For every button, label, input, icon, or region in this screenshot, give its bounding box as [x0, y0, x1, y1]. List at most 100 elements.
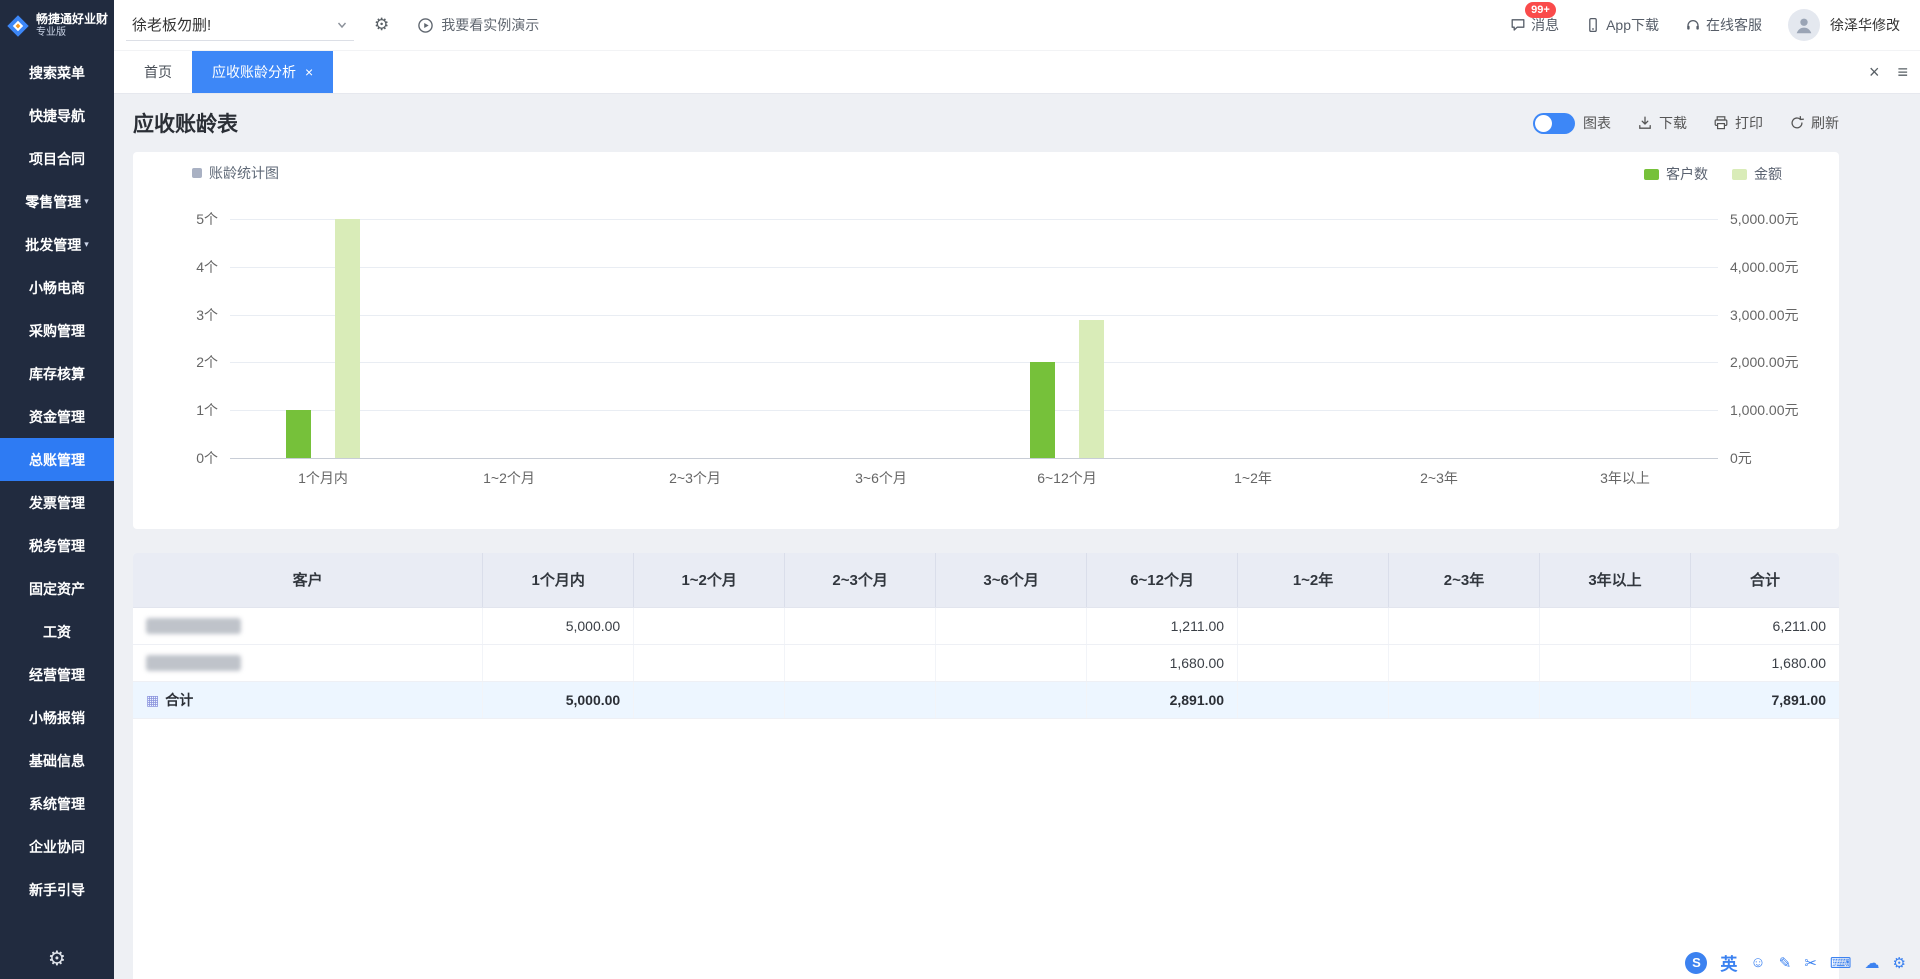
- support-label: 在线客服: [1706, 17, 1762, 33]
- ime-toolbox-icon[interactable]: ⚙: [1892, 954, 1906, 972]
- y-axis-tick-left: 0个: [196, 450, 218, 466]
- ime-pen-icon[interactable]: ✎: [1778, 954, 1792, 972]
- sidebar-item-5[interactable]: 小畅电商: [0, 266, 114, 309]
- close-page-icon[interactable]: ×: [1868, 61, 1880, 82]
- total-cell: [633, 681, 786, 719]
- ime-logo-icon[interactable]: S: [1685, 951, 1708, 974]
- sidebar-settings-gear-icon[interactable]: ⚙: [48, 948, 66, 970]
- chart-slot-1: [416, 219, 602, 458]
- sidebar-item-label: 资金管理: [29, 408, 85, 425]
- sidebar-item-10[interactable]: 发票管理: [0, 481, 114, 524]
- sidebar-item-label: 搜索菜单: [29, 64, 85, 81]
- table-cell: 1,211.00: [1086, 607, 1239, 645]
- messages-button[interactable]: 消息 99+: [1510, 2, 1560, 35]
- ime-cloud-icon[interactable]: ☁: [1864, 954, 1880, 972]
- x-axis-label: 2~3个月: [669, 470, 721, 486]
- topbar: 徐老板勿删! ⚙ 我要看实例演示 消息 99+ App下载: [114, 0, 1920, 51]
- bar-series0-cat4: [1030, 362, 1055, 458]
- table-header-cell: 合计: [1690, 553, 1839, 608]
- sidebar-item-label: 新手引导: [29, 881, 85, 898]
- sidebar-item-1[interactable]: 快捷导航: [0, 94, 114, 137]
- y-axis-tick-right: 5,000.00元: [1730, 211, 1799, 227]
- sidebar-item-12[interactable]: 固定资产: [0, 567, 114, 610]
- sidebar-item-3[interactable]: 零售管理 ▾: [0, 180, 114, 223]
- table-cell: [1237, 607, 1390, 645]
- table-total-row: ▦ 合计 5,000.00 2,891.00 7,891.00: [133, 681, 1839, 719]
- chart-view-toggle[interactable]: [1533, 112, 1575, 134]
- total-label: 合计: [165, 691, 194, 708]
- chart-slot-6: [1346, 219, 1532, 458]
- sidebar-item-17[interactable]: 系统管理: [0, 782, 114, 825]
- username[interactable]: 徐泽华修改: [1830, 17, 1900, 33]
- chart-slot-3: [788, 219, 974, 458]
- sidebar-item-8[interactable]: 资金管理: [0, 395, 114, 438]
- x-axis-label: 3~6个月: [855, 470, 907, 486]
- sidebar-item-4[interactable]: 批发管理 ▾: [0, 223, 114, 266]
- sidebar-item-label: 快捷导航: [29, 107, 85, 124]
- y-axis-tick-left: 3个: [196, 306, 218, 323]
- sidebar-item-label: 小畅报销: [29, 709, 85, 726]
- sidebar-item-11[interactable]: 税务管理: [0, 524, 114, 567]
- sidebar-item-14[interactable]: 经营管理: [0, 653, 114, 696]
- sidebar-item-label: 批发管理: [25, 236, 82, 253]
- sidebar-item-16[interactable]: 基础信息: [0, 739, 114, 782]
- brand-edition: 专业版: [36, 26, 66, 38]
- sidebar-item-13[interactable]: 工资: [0, 610, 114, 653]
- chart-title-marker-icon: [192, 168, 202, 178]
- sidebar-item-9[interactable]: 总账管理: [0, 438, 114, 481]
- legend-item-1[interactable]: 金额: [1732, 164, 1782, 184]
- ime-emoji-icon[interactable]: ☺: [1750, 954, 1766, 971]
- tab-close-icon[interactable]: ×: [305, 64, 314, 80]
- sidebar-item-7[interactable]: 库存核算: [0, 352, 114, 395]
- refresh-icon: [1791, 115, 1804, 129]
- print-button[interactable]: 打印: [1713, 113, 1763, 133]
- page-title: 应收账龄表: [133, 113, 238, 136]
- table-header-cell: 客户: [133, 553, 484, 608]
- chart-legend: 客户数 金额: [1644, 164, 1782, 184]
- input-method-bar[interactable]: S 英 ☺ ✎ ✂ ⌨ ☁ ⚙: [1685, 950, 1906, 975]
- sidebar-item-15[interactable]: 小畅报销: [0, 696, 114, 739]
- sidebar-item-19[interactable]: 新手引导: [0, 868, 114, 911]
- download-icon: [1639, 116, 1651, 129]
- sidebar-item-18[interactable]: 企业协同: [0, 825, 114, 868]
- title-row: 应收账龄表 图表 下载 打印: [114, 94, 1920, 152]
- ime-keyboard-icon[interactable]: ⌨: [1829, 954, 1852, 972]
- sidebar-item-2[interactable]: 项目合同: [0, 137, 114, 180]
- sidebar-item-0[interactable]: 搜索菜单: [0, 51, 114, 94]
- total-cell: 5,000.00: [482, 681, 635, 719]
- refresh-label: 刷新: [1811, 115, 1839, 131]
- tab-aging-analysis[interactable]: 应收账龄分析 ×: [192, 51, 334, 93]
- download-button[interactable]: 下载: [1637, 113, 1687, 133]
- chart-slot-7: [1532, 219, 1718, 458]
- sidebar-item-label: 小畅电商: [29, 279, 85, 296]
- sidebar-item-label: 总账管理: [29, 451, 85, 468]
- settings-gear-icon[interactable]: ⚙: [374, 15, 390, 34]
- demo-link[interactable]: 我要看实例演示: [417, 15, 539, 35]
- total-cell: [1539, 681, 1691, 719]
- table-row-0: 5,000.00 1,211.00 6,211.00: [133, 607, 1839, 645]
- avatar[interactable]: [1788, 9, 1820, 41]
- sidebar-item-label: 企业协同: [29, 838, 85, 855]
- table-header-cell: 1~2年: [1237, 553, 1390, 608]
- chart-slot-2: [602, 219, 788, 458]
- company-selector[interactable]: 徐老板勿删!: [126, 9, 354, 41]
- refresh-button[interactable]: 刷新: [1789, 113, 1839, 133]
- ime-language-mode[interactable]: 英: [1720, 955, 1738, 974]
- tab-home[interactable]: 首页: [124, 51, 192, 93]
- sidebar-item-6[interactable]: 采购管理: [0, 309, 114, 352]
- y-axis-tick-left: 2个: [196, 354, 218, 371]
- legend-item-0[interactable]: 客户数: [1644, 164, 1708, 184]
- aging-table-card: 客户 1个月内 1~2个月 2~3个月 3~6个月 6~12个月 1~2年 2~3年 3年以上合…: [133, 553, 1839, 979]
- app-download-button[interactable]: App下载: [1585, 15, 1659, 35]
- messages-label: 消息: [1531, 17, 1560, 33]
- ime-scissors-icon[interactable]: ✂: [1804, 954, 1817, 972]
- chart-title-text: 账龄统计图: [209, 165, 279, 181]
- support-button[interactable]: 在线客服: [1685, 15, 1762, 35]
- chart-slot-5: [1160, 219, 1346, 458]
- tab-list-icon[interactable]: ≡: [1897, 61, 1908, 82]
- brand: 畅捷通好业财 专业版: [0, 0, 114, 51]
- headset-icon: [1687, 20, 1699, 30]
- brand-diamond-icon: [7, 14, 29, 37]
- sidebar-item-label: 发票管理: [29, 494, 85, 511]
- brand-name: 畅捷通好业财: [36, 12, 109, 27]
